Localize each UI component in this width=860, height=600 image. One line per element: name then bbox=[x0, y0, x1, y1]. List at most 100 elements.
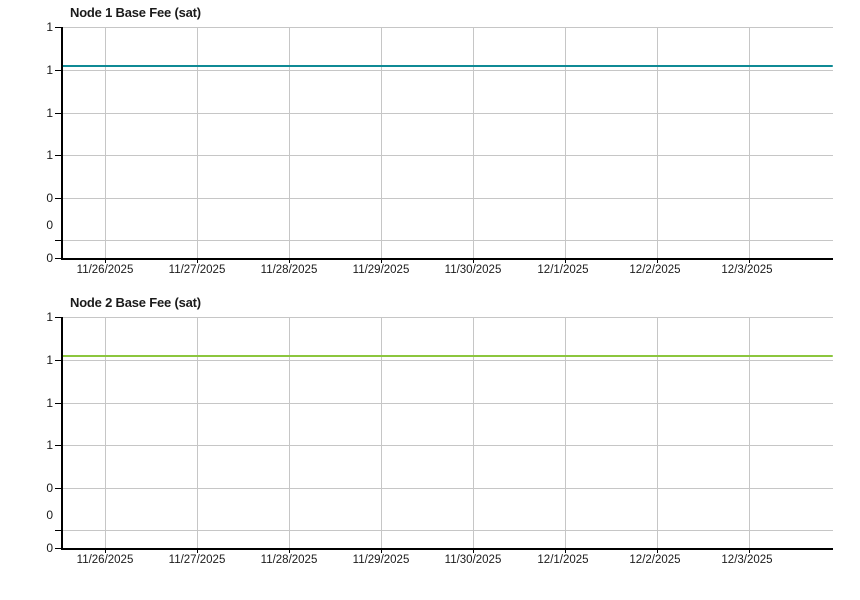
y-tick-label: 1 bbox=[46, 310, 53, 324]
y-tick bbox=[55, 530, 62, 531]
gridline-h bbox=[61, 317, 833, 318]
gridline-v bbox=[749, 27, 750, 258]
y-tick-label: 0 bbox=[46, 191, 53, 205]
gridline-h bbox=[61, 360, 833, 361]
gridline-v bbox=[197, 27, 198, 258]
y-tick-labels-node-1: 1 1 1 1 0 0 0 bbox=[0, 0, 53, 290]
gridline-h bbox=[61, 70, 833, 71]
x-tick-label: 12/1/2025 bbox=[537, 554, 589, 566]
plot-background bbox=[61, 317, 833, 548]
x-tick bbox=[289, 548, 290, 553]
y-tick bbox=[55, 258, 62, 259]
y-tick-label: 1 bbox=[46, 396, 53, 410]
gridline-v bbox=[565, 317, 566, 548]
gridline-v bbox=[105, 27, 106, 258]
gridline-h bbox=[61, 198, 833, 199]
x-tick-label: 11/27/2025 bbox=[168, 264, 226, 276]
plot-area-node-1 bbox=[61, 27, 833, 258]
x-tick-label: 11/29/2025 bbox=[352, 264, 410, 276]
y-tick-label: 1 bbox=[46, 63, 53, 77]
x-axis-line bbox=[61, 258, 833, 260]
y-tick-label: 0 bbox=[46, 541, 53, 555]
gridline-h bbox=[61, 27, 833, 28]
x-tick-label: 12/2/2025 bbox=[629, 264, 681, 276]
y-tick bbox=[55, 360, 62, 361]
y-tick bbox=[55, 317, 62, 318]
chart-panel-node-1: Node 1 Base Fee (sat) bbox=[0, 0, 860, 290]
gridline-h bbox=[61, 488, 833, 489]
x-tick-label: 11/27/2025 bbox=[168, 554, 226, 566]
y-tick bbox=[55, 198, 62, 199]
y-axis-line bbox=[61, 317, 63, 549]
gridline-h bbox=[61, 155, 833, 156]
y-tick-label: 0 bbox=[46, 481, 53, 495]
y-tick-label: 0 bbox=[46, 508, 53, 522]
x-tick bbox=[197, 548, 198, 553]
y-tick bbox=[55, 548, 62, 549]
x-tick bbox=[289, 258, 290, 263]
x-tick bbox=[749, 548, 750, 553]
y-tick bbox=[55, 445, 62, 446]
gridline-v bbox=[381, 317, 382, 548]
gridline-v bbox=[105, 317, 106, 548]
y-tick bbox=[55, 70, 62, 71]
y-tick-label: 1 bbox=[46, 438, 53, 452]
y-tick-labels-node-2: 1 1 1 1 0 0 0 bbox=[0, 290, 53, 580]
y-tick bbox=[55, 27, 62, 28]
x-tick bbox=[381, 548, 382, 553]
y-tick-label: 0 bbox=[46, 218, 53, 232]
plot-area-node-2 bbox=[61, 317, 833, 548]
x-tick bbox=[473, 258, 474, 263]
chart-title-node-2: Node 2 Base Fee (sat) bbox=[70, 295, 201, 310]
chart-panel-node-2: Node 2 Base Fee (sat) bbox=[0, 290, 860, 580]
y-tick-label: 1 bbox=[46, 353, 53, 367]
y-tick bbox=[55, 403, 62, 404]
gridline-h bbox=[61, 530, 833, 531]
x-tick-label: 11/26/2025 bbox=[76, 554, 134, 566]
gridline-v bbox=[749, 317, 750, 548]
y-tick-label: 1 bbox=[46, 106, 53, 120]
y-axis-line bbox=[61, 27, 63, 259]
series-line-node-2-base-fee bbox=[61, 354, 833, 357]
x-tick bbox=[473, 548, 474, 553]
x-tick bbox=[749, 258, 750, 263]
x-tick-label: 11/26/2025 bbox=[76, 264, 134, 276]
x-tick bbox=[565, 258, 566, 263]
gridline-v bbox=[381, 27, 382, 258]
x-tick-label: 12/1/2025 bbox=[537, 264, 589, 276]
x-tick-label: 11/30/2025 bbox=[444, 554, 502, 566]
chart-title-node-1: Node 1 Base Fee (sat) bbox=[70, 5, 201, 20]
y-tick-label: 1 bbox=[46, 148, 53, 162]
x-tick-label: 11/28/2025 bbox=[260, 264, 318, 276]
x-tick bbox=[657, 258, 658, 263]
x-tick-label: 11/30/2025 bbox=[444, 264, 502, 276]
x-tick bbox=[105, 258, 106, 263]
x-tick-label: 12/3/2025 bbox=[721, 554, 773, 566]
gridline-h bbox=[61, 445, 833, 446]
gridline-v bbox=[289, 317, 290, 548]
y-tick bbox=[55, 240, 62, 241]
x-tick bbox=[197, 258, 198, 263]
x-axis-line bbox=[61, 548, 833, 550]
gridline-v bbox=[473, 27, 474, 258]
gridline-v bbox=[657, 27, 658, 258]
gridline-v bbox=[289, 27, 290, 258]
series-line-node-1-base-fee bbox=[61, 64, 833, 67]
x-tick bbox=[105, 548, 106, 553]
gridline-h bbox=[61, 240, 833, 241]
gridline-v bbox=[473, 317, 474, 548]
y-tick bbox=[55, 155, 62, 156]
y-tick bbox=[55, 113, 62, 114]
y-tick bbox=[55, 488, 62, 489]
y-tick-label: 0 bbox=[46, 251, 53, 265]
x-tick-label: 11/28/2025 bbox=[260, 554, 318, 566]
x-tick-label: 12/3/2025 bbox=[721, 264, 773, 276]
x-tick bbox=[565, 548, 566, 553]
plot-background bbox=[61, 27, 833, 258]
gridline-h bbox=[61, 113, 833, 114]
gridline-v bbox=[197, 317, 198, 548]
gridline-v bbox=[657, 317, 658, 548]
x-tick-label: 11/29/2025 bbox=[352, 554, 410, 566]
x-tick bbox=[381, 258, 382, 263]
